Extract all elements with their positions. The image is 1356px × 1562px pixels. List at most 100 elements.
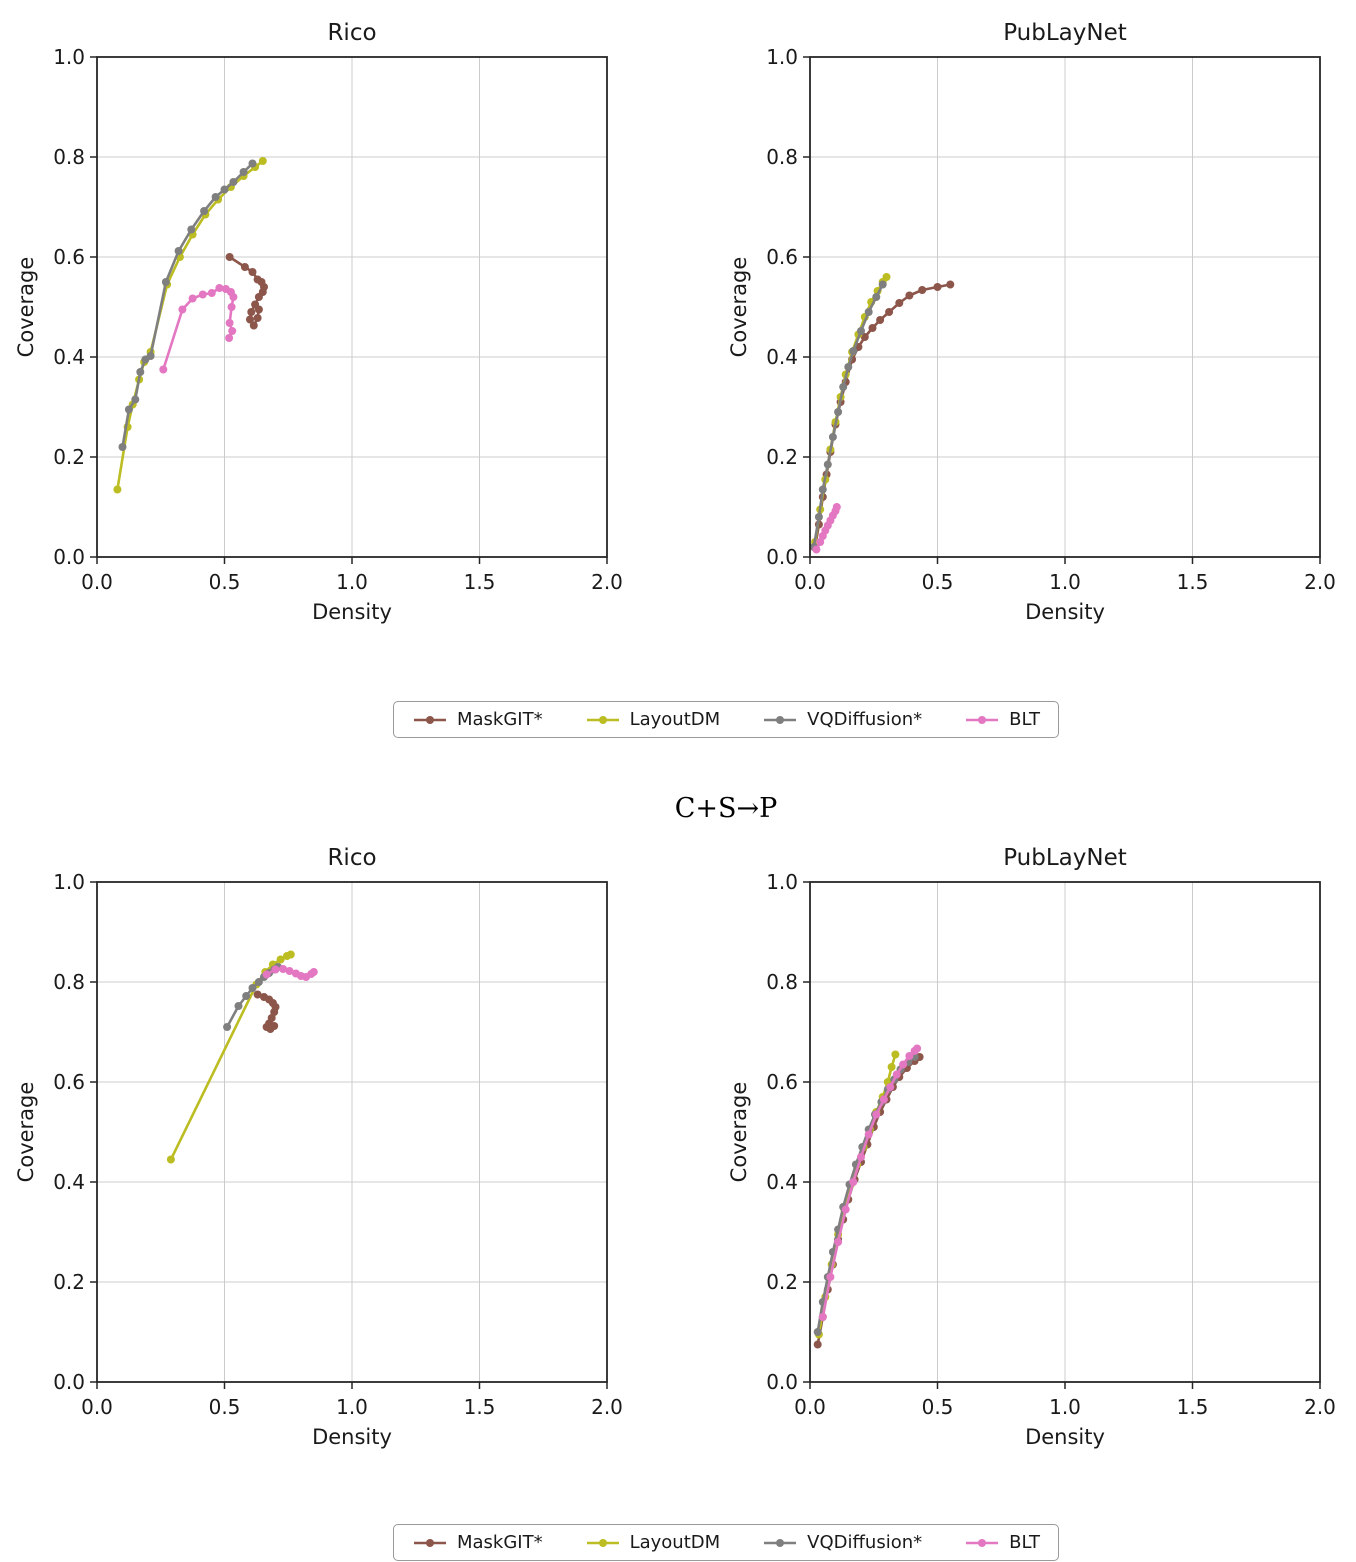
legend-entry-vqdiffusion: VQDiffusion*	[762, 709, 922, 730]
x-tick-label: 1.5	[464, 1395, 496, 1419]
series-marker	[248, 268, 257, 276]
series-marker	[174, 247, 183, 255]
chart-title: PubLayNet	[1003, 845, 1127, 871]
series-marker	[814, 513, 823, 521]
y-axis-label: Coverage	[727, 1082, 751, 1183]
series-marker	[225, 253, 234, 261]
y-tick-label: 1.0	[766, 45, 798, 69]
legend-label: VQDiffusion*	[807, 1532, 923, 1553]
series-marker	[159, 365, 168, 374]
series-marker	[885, 308, 894, 316]
legend-label: LayoutDM	[629, 1532, 721, 1553]
series-marker	[828, 433, 837, 441]
series-marker	[220, 185, 229, 194]
series-marker	[227, 303, 236, 311]
x-tick-label: 0.5	[922, 570, 954, 594]
chart-svg: 0.0 0.5 1.0 1.5 2.0 0.0 0.2 0.4 0.6 0.8 1.0 PubLayN…	[727, 20, 1336, 624]
series-line	[813, 275, 888, 544]
series-line	[816, 1055, 921, 1346]
x-tick-label: 0.5	[209, 570, 241, 594]
series-marker	[225, 319, 234, 327]
section-title-text: C+S→P	[674, 793, 778, 824]
series-marker	[254, 978, 263, 986]
series-blt	[262, 965, 318, 981]
series-marker	[188, 294, 197, 303]
series-marker	[131, 395, 140, 404]
series-line	[116, 159, 265, 491]
series-marker	[868, 324, 877, 332]
series-marker	[826, 1273, 835, 1281]
y-tick-label: 0.4	[53, 1170, 85, 1194]
legend-row-top: MaskGIT* LayoutDM VQDiffusion* BLT	[0, 701, 1356, 738]
series-marker	[882, 273, 891, 281]
series-marker	[864, 308, 873, 316]
y-tick-label: 0.0	[53, 1370, 85, 1394]
series-marker	[253, 314, 262, 322]
series-marker	[223, 1023, 232, 1031]
series-marker	[254, 293, 263, 301]
x-axis-label: Density	[312, 1425, 392, 1449]
series-marker	[892, 1070, 901, 1079]
series-blt	[159, 284, 238, 374]
series-marker	[876, 316, 885, 324]
legend-marker-blt-icon	[966, 1538, 999, 1547]
series-marker	[276, 955, 285, 964]
legend-label: MaskGIT*	[456, 1532, 543, 1553]
chart-publaynet-top: 0.0 0.5 1.0 1.5 2.0 0.0 0.2 0.4 0.6 0.8 1.0 PubLayN…	[678, 0, 1356, 645]
series-marker	[823, 460, 832, 469]
y-tick-label: 0.8	[766, 970, 798, 994]
x-axis-label: Density	[1025, 600, 1105, 624]
legend-label: VQDiffusion*	[807, 709, 923, 730]
series-marker	[872, 293, 881, 301]
series-marker	[211, 193, 220, 201]
series-marker	[860, 333, 869, 341]
series-vqdiffusion	[813, 1053, 919, 1336]
x-axis-label: Density	[1025, 1425, 1105, 1449]
series-marker	[225, 334, 234, 342]
series-marker	[913, 1044, 922, 1053]
series-marker	[891, 1050, 900, 1059]
series-marker	[247, 308, 256, 316]
series-marker	[813, 1328, 822, 1336]
series-line	[169, 953, 293, 1161]
chart-title: PubLayNet	[1003, 20, 1127, 46]
series-maskgit	[225, 253, 268, 330]
series-marker	[253, 990, 262, 999]
series-marker	[844, 363, 853, 371]
series-marker	[229, 178, 238, 186]
series-marker	[812, 545, 821, 554]
series-marker	[857, 327, 865, 335]
series-marker	[834, 1238, 843, 1246]
legend-marker-blt-icon	[966, 715, 999, 724]
series-marker	[215, 284, 224, 292]
series-marker	[248, 984, 257, 992]
legend-label: LayoutDM	[629, 709, 721, 730]
y-axis-label: Coverage	[14, 257, 38, 358]
y-axis-label: Coverage	[727, 257, 751, 358]
x-tick-label: 2.0	[1304, 570, 1336, 594]
series-blt	[812, 503, 841, 554]
y-tick-label: 1.0	[766, 870, 798, 894]
x-tick-label: 1.5	[464, 570, 496, 594]
series-marker	[872, 1110, 881, 1119]
chart-title: Rico	[327, 20, 376, 46]
series-marker	[270, 1008, 279, 1016]
series-marker	[839, 383, 848, 391]
series-marker	[118, 443, 127, 451]
legend-bottom: MaskGIT* LayoutDM VQDiffusion* BLT	[392, 1524, 1060, 1561]
chart-title: Rico	[327, 845, 376, 871]
legend-entry-blt: BLT	[964, 709, 1040, 730]
y-tick-label: 0.8	[53, 970, 85, 994]
series-marker	[239, 168, 248, 176]
series-marker	[246, 315, 254, 324]
series-marker	[234, 1002, 243, 1010]
y-tick-label: 1.0	[53, 870, 85, 894]
series-marker	[849, 1178, 858, 1186]
legend-entry-maskgit: MaskGIT*	[412, 709, 543, 730]
series-marker	[832, 503, 841, 511]
series-marker	[240, 263, 249, 271]
series-marker	[933, 283, 942, 291]
series-marker	[816, 538, 825, 546]
legend-marker-vqdiffusion-icon	[764, 1538, 797, 1547]
x-tick-label: 2.0	[1304, 1395, 1336, 1419]
